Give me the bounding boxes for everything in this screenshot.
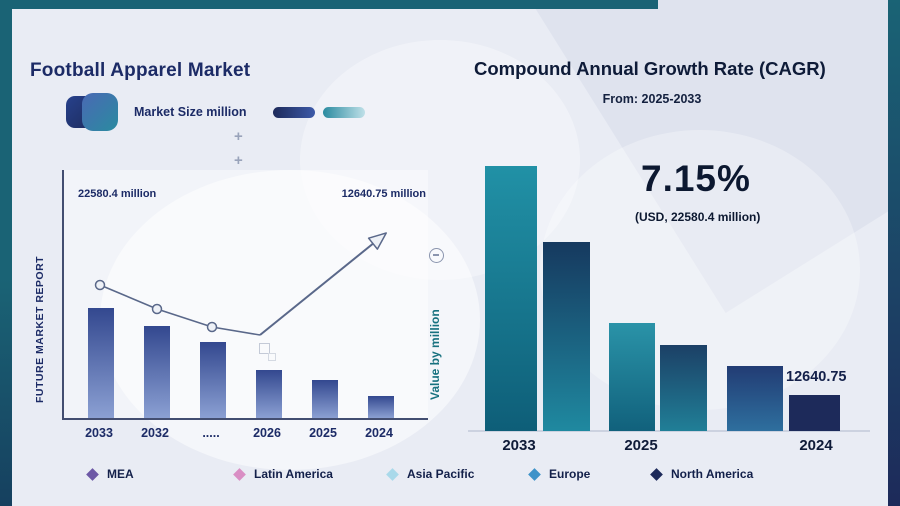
left-bar-2032 (144, 326, 170, 418)
annotation-2024-value: 12640.75 million (341, 188, 426, 200)
top-edge-bar (0, 0, 658, 9)
market-size-legend: Market Size million (66, 92, 365, 132)
left-chart-title: Football Apparel Market (30, 60, 251, 81)
square-decor (259, 343, 270, 354)
trend-line-and-arrow (94, 232, 387, 336)
right-bar-2025-1 (609, 323, 655, 431)
plus-decor: + (234, 128, 243, 145)
right-bar-2024-1 (727, 366, 783, 431)
right-axis-label-2033: 2033 (502, 437, 536, 454)
left-bar-2026 (256, 370, 282, 418)
market-size-icon-front (82, 93, 118, 131)
left-chart-panel: 22580.4 million 12640.75 million (62, 170, 428, 420)
trend-marker (94, 279, 106, 291)
cagr-value: 7.15% (641, 158, 751, 199)
growth-arrow-head (367, 232, 387, 250)
right-axis-label-2024: 2024 (799, 437, 833, 454)
square-decor (268, 353, 276, 361)
right-axis-label-2025: 2025 (624, 437, 658, 454)
trend-polyline (99, 284, 261, 336)
right-bar-2033-1 (485, 166, 537, 431)
annotation-2033-value: 22580.4 million (78, 188, 157, 200)
left-bar-2025 (312, 380, 338, 418)
right-chart-baseline (468, 430, 870, 432)
circle-minus-icon (429, 248, 444, 263)
background-blob (100, 170, 480, 470)
right-bar-2025-2 (660, 345, 707, 431)
market-size-icon (66, 93, 120, 131)
left-bar-..... (200, 342, 226, 418)
market-size-label: Market Size million (134, 105, 247, 119)
left-chart-bars (64, 170, 428, 418)
legend-pill-teal (322, 106, 365, 118)
trend-marker (206, 321, 218, 333)
cagr-title: Compound Annual Growth Rate (CAGR) (474, 58, 826, 79)
bar-value-callout: 12640.75 (786, 369, 847, 385)
left-bar-2024 (368, 396, 394, 418)
right-edge-bar (888, 0, 900, 506)
cagr-period: From: 2025-2033 (602, 92, 702, 106)
trend-marker (151, 303, 163, 315)
growth-arrow-shaft (259, 237, 381, 336)
right-bar-2024-2 (789, 395, 840, 431)
plus-decor: + (234, 152, 243, 169)
left-bar-2033 (88, 308, 114, 418)
legend-pill-navy (272, 106, 315, 118)
cagr-base-note: (USD, 22580.4 million) (635, 210, 761, 224)
left-edge-bar (0, 0, 12, 506)
right-bar-2033-2 (543, 242, 590, 431)
